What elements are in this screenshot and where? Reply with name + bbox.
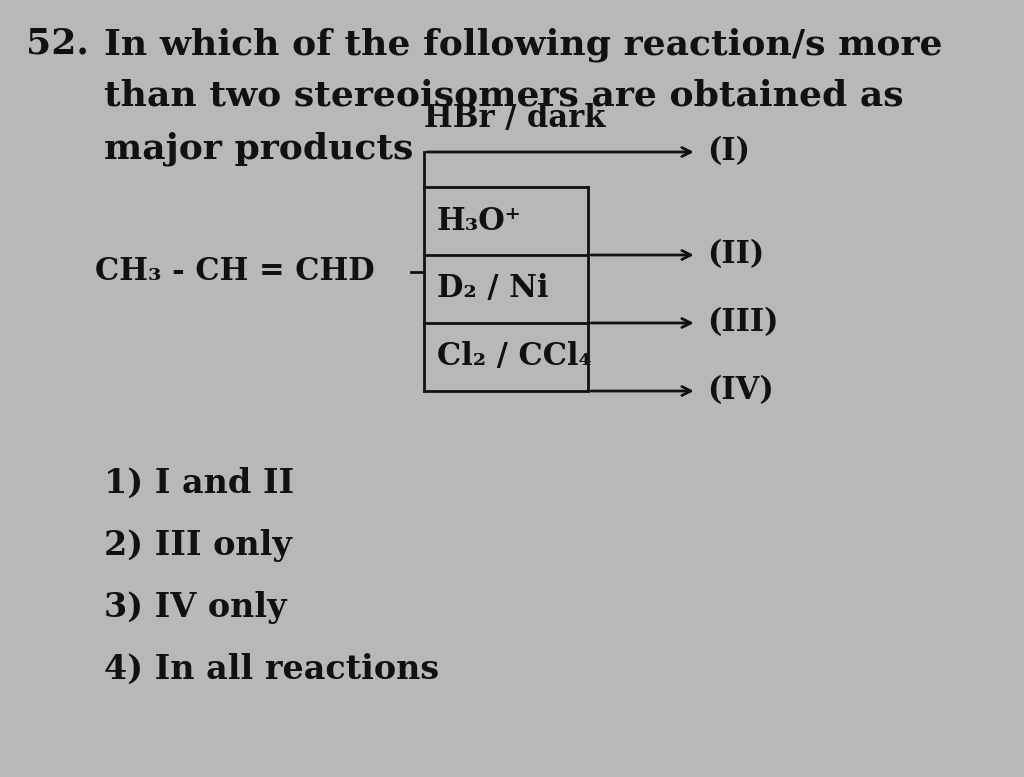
Text: HBr / dark: HBr / dark (424, 103, 605, 134)
Text: H₃O⁺: H₃O⁺ (437, 205, 522, 236)
Text: 4) In all reactions: 4) In all reactions (103, 653, 439, 686)
Text: 52.: 52. (26, 27, 89, 61)
Text: major products: major products (103, 131, 414, 166)
Text: (IV): (IV) (707, 375, 774, 406)
Text: CH₃ - CH = CHD: CH₃ - CH = CHD (95, 256, 375, 287)
Text: 2) III only: 2) III only (103, 529, 292, 562)
Text: In which of the following reaction/s more: In which of the following reaction/s mor… (103, 27, 942, 61)
Text: D₂ / Ni: D₂ / Ni (437, 274, 549, 305)
Text: than two stereoisomers are obtained as: than two stereoisomers are obtained as (103, 79, 903, 113)
Text: 1) I and II: 1) I and II (103, 467, 294, 500)
Text: (I): (I) (707, 137, 750, 168)
Text: (III): (III) (707, 308, 778, 339)
Text: Cl₂ / CCl₄: Cl₂ / CCl₄ (437, 342, 592, 372)
Text: 3) IV only: 3) IV only (103, 591, 287, 624)
Text: (II): (II) (707, 239, 764, 270)
